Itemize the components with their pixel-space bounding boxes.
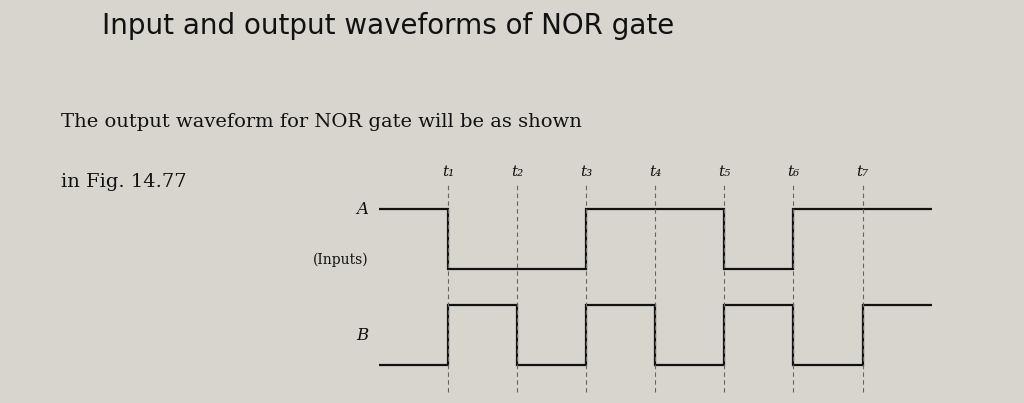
Text: t₁: t₁ <box>442 165 455 179</box>
Text: (Inputs): (Inputs) <box>313 253 369 267</box>
Text: A: A <box>356 201 369 218</box>
Text: t₇: t₇ <box>856 165 868 179</box>
Text: t₅: t₅ <box>718 165 730 179</box>
Text: The output waveform for NOR gate will be as shown: The output waveform for NOR gate will be… <box>61 113 583 131</box>
Text: t₄: t₄ <box>649 165 662 179</box>
Text: Input and output waveforms of NOR gate: Input and output waveforms of NOR gate <box>102 12 675 40</box>
Text: in Fig. 14.77: in Fig. 14.77 <box>61 173 187 191</box>
Text: t₂: t₂ <box>511 165 523 179</box>
Text: B: B <box>356 326 369 343</box>
Text: t₆: t₆ <box>787 165 800 179</box>
Text: t₃: t₃ <box>581 165 593 179</box>
